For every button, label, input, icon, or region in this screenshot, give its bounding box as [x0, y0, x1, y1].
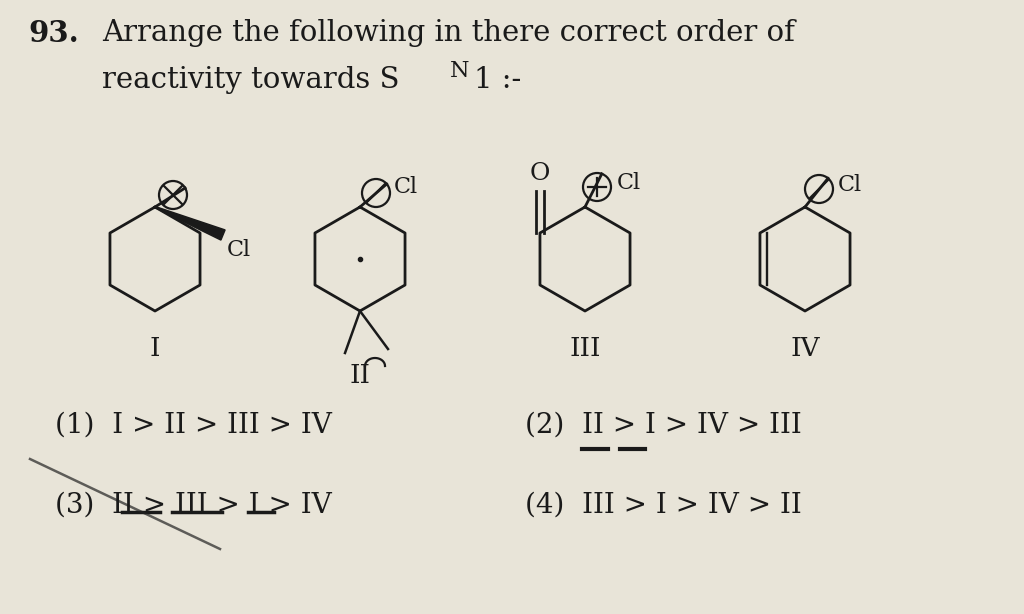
Text: II: II — [349, 363, 371, 388]
Text: III: III — [569, 336, 601, 361]
Text: Cl: Cl — [227, 239, 251, 261]
Text: 1 :-: 1 :- — [474, 66, 521, 94]
Text: N: N — [450, 60, 469, 82]
Text: Cl: Cl — [838, 174, 862, 196]
Text: IV: IV — [791, 336, 820, 361]
Text: (3)  II > III > I > IV: (3) II > III > I > IV — [55, 492, 332, 519]
Text: I: I — [150, 336, 160, 361]
Text: Cl: Cl — [617, 172, 641, 194]
Text: (1)  I > II > III > IV: (1) I > II > III > IV — [55, 412, 332, 439]
Text: 93.: 93. — [28, 19, 79, 48]
Text: reactivity towards S: reactivity towards S — [102, 66, 399, 94]
Text: O: O — [529, 162, 550, 185]
Polygon shape — [155, 206, 225, 240]
Text: (4)  III > I > IV > II: (4) III > I > IV > II — [525, 492, 802, 519]
Text: (2)  II > I > IV > III: (2) II > I > IV > III — [525, 412, 802, 439]
Text: Cl: Cl — [394, 176, 418, 198]
Text: Arrange the following in there correct order of: Arrange the following in there correct o… — [102, 19, 795, 47]
